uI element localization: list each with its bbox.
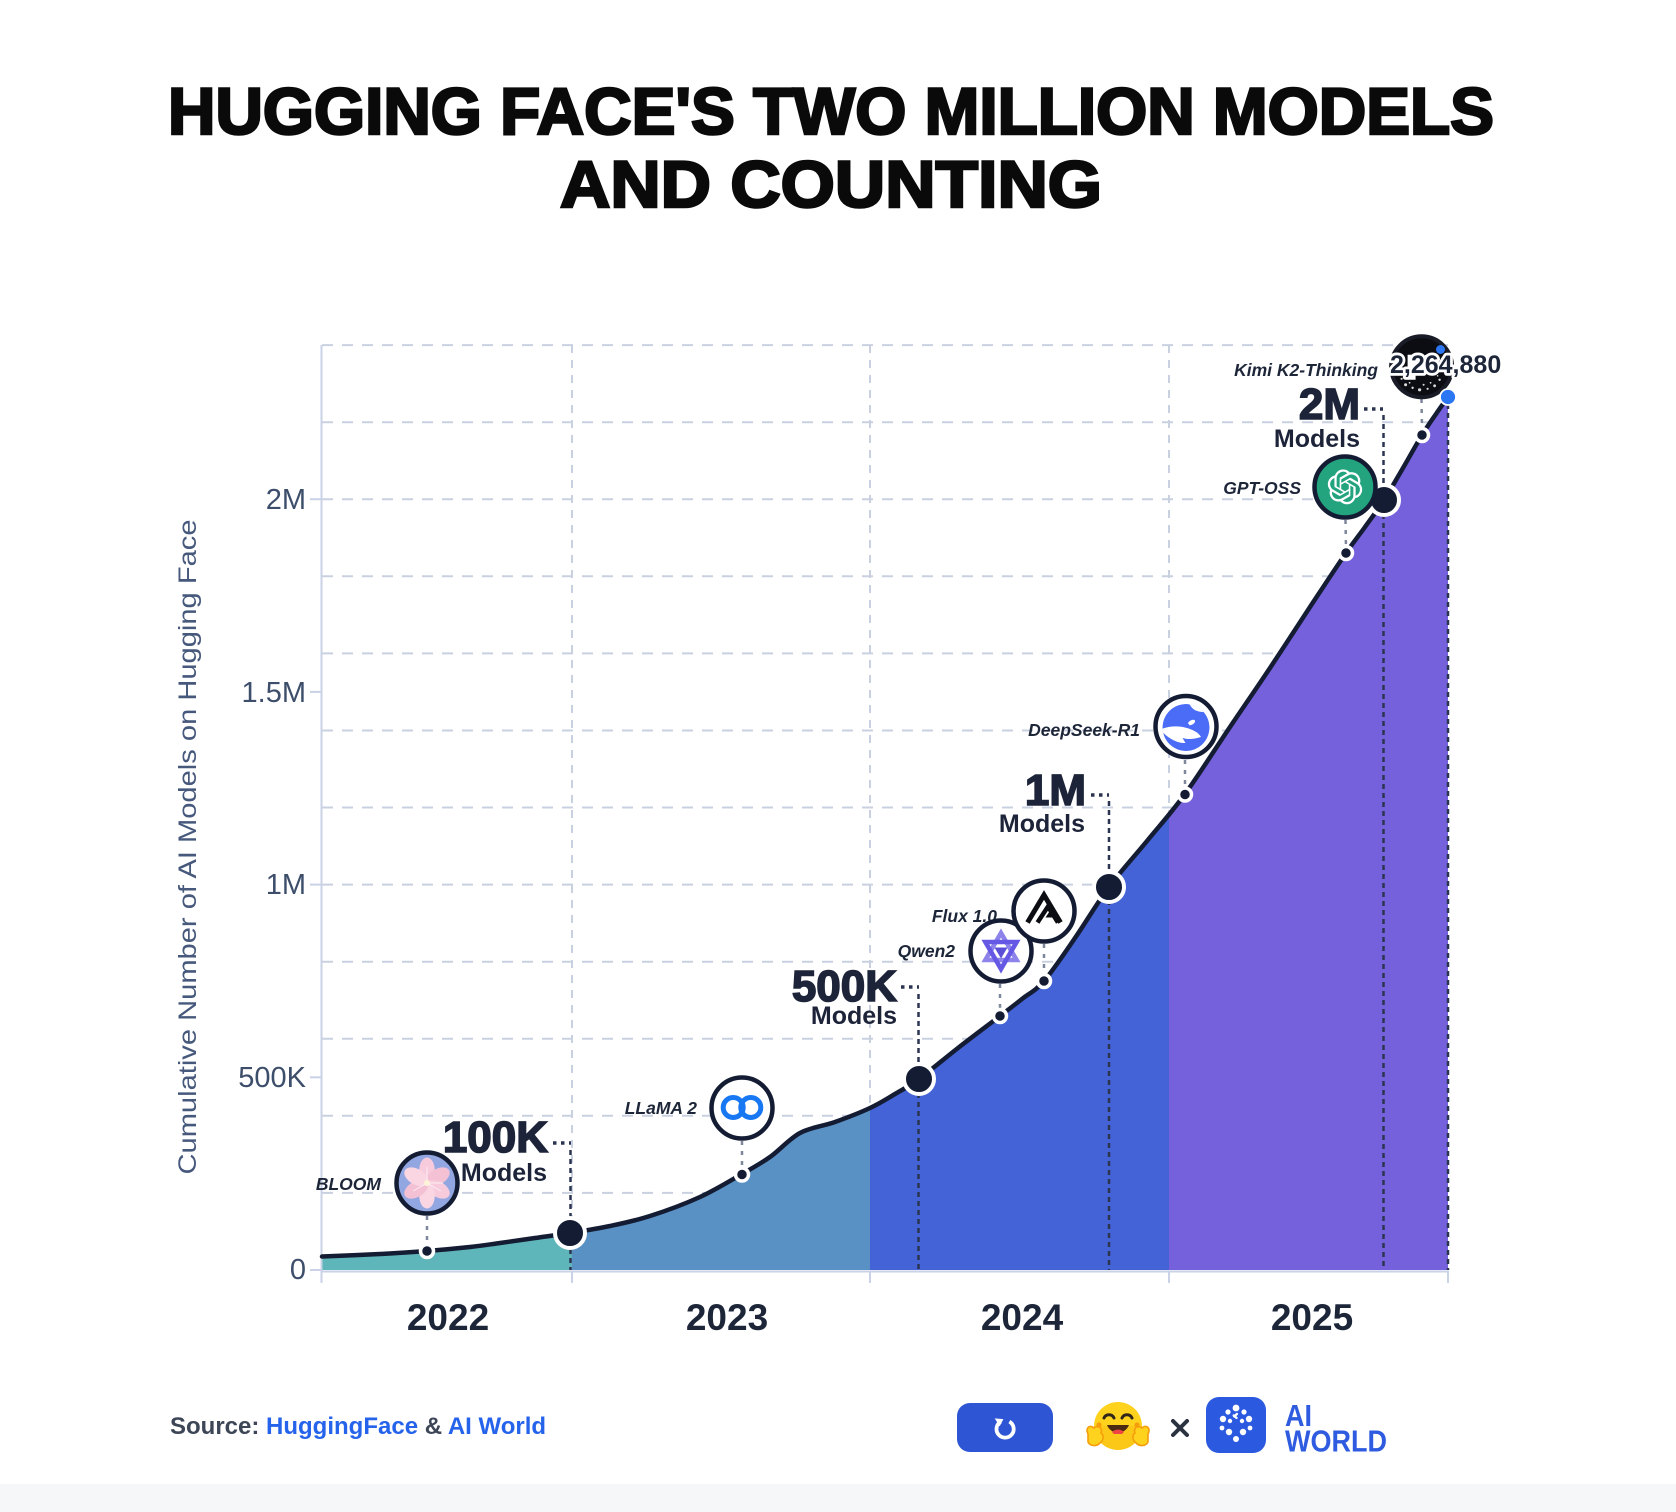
svg-text:Flux 1.0: Flux 1.0: [932, 906, 997, 926]
svg-text:0: 0: [290, 1254, 306, 1286]
svg-text:2,264,880: 2,264,880: [1390, 351, 1501, 379]
svg-text:1M: 1M: [1025, 766, 1086, 815]
svg-text:DeepSeek-R1: DeepSeek-R1: [1028, 720, 1140, 740]
svg-text:LLaMA 2: LLaMA 2: [625, 1098, 698, 1118]
svg-text:100K: 100K: [443, 1113, 548, 1162]
svg-text:Models: Models: [461, 1159, 547, 1187]
svg-text:Models: Models: [1274, 425, 1360, 453]
svg-text:Cumulative Number of AI Models: Cumulative Number of AI Models on Huggin…: [174, 520, 202, 1175]
svg-text:BLOOM: BLOOM: [316, 1174, 382, 1194]
svg-text:2M: 2M: [1299, 380, 1360, 429]
svg-text:2022: 2022: [407, 1297, 489, 1338]
svg-text:2023: 2023: [686, 1297, 768, 1338]
svg-text:1M: 1M: [266, 869, 306, 901]
svg-text:AI: AI: [1285, 1398, 1312, 1433]
svg-text:2M: 2M: [266, 484, 306, 516]
svg-text:2,264,880: 2,264,880: [1390, 351, 1501, 379]
svg-text:AND COUNTING: AND COUNTING: [560, 147, 1102, 221]
svg-text:WORLD: WORLD: [1285, 1424, 1387, 1459]
svg-text:2025: 2025: [1271, 1297, 1353, 1338]
svg-text:2024: 2024: [981, 1297, 1064, 1338]
svg-text:Models: Models: [999, 810, 1085, 838]
svg-text:Source: HuggingFace & AI World: Source: HuggingFace & AI World: [170, 1413, 546, 1440]
svg-text:Qwen2: Qwen2: [898, 941, 956, 961]
svg-text:Models: Models: [811, 1002, 897, 1030]
svg-text:500K: 500K: [238, 1062, 306, 1094]
svg-text:Kimi K2-Thinking: Kimi K2-Thinking: [1234, 360, 1378, 380]
svg-text:1.5M: 1.5M: [242, 677, 306, 709]
svg-text:GPT-OSS: GPT-OSS: [1223, 478, 1301, 498]
svg-text:HUGGING FACE'S TWO MILLION MOD: HUGGING FACE'S TWO MILLION MODELS: [168, 74, 1494, 148]
svg-text:500K: 500K: [792, 962, 897, 1011]
